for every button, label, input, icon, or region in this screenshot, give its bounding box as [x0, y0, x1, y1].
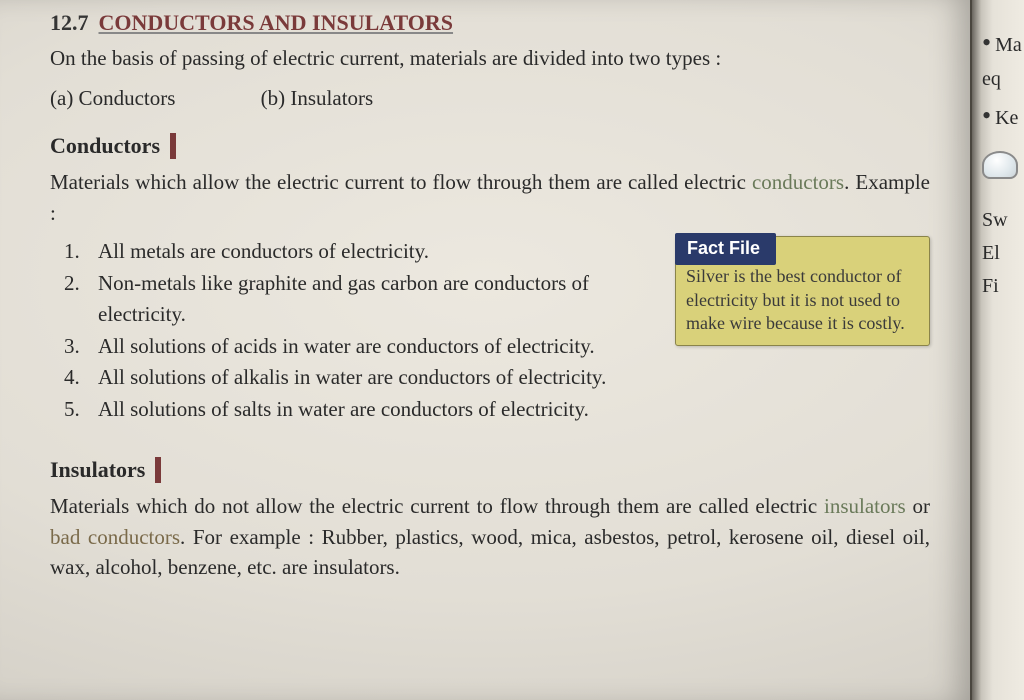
- margin-fragment: Ma: [982, 28, 1020, 58]
- list-item: 4. All solutions of alkalis in water are…: [64, 362, 930, 394]
- item-number: 1.: [64, 236, 88, 268]
- item-number: 3.: [64, 331, 88, 363]
- insulators-def-pre: Materials which do not allow the electri…: [50, 494, 824, 518]
- fact-file-text: Silver is the best conductor of electric…: [686, 265, 919, 335]
- term-conductors: conductors: [752, 170, 844, 194]
- textbook-page: 12.7 CONDUCTORS AND INSULATORS On the ba…: [0, 0, 970, 700]
- insulators-mid: or: [906, 494, 930, 518]
- conductors-definition: Materials which allow the electric curre…: [50, 167, 930, 228]
- conductors-block: Fact File Silver is the best conductor o…: [50, 236, 930, 425]
- conductors-heading-text: Conductors: [50, 133, 160, 159]
- conductors-heading: Conductors: [50, 133, 930, 159]
- conductors-def-pre: Materials which allow the electric curre…: [50, 170, 752, 194]
- option-list: (a) Conductors (b) Insulators: [50, 86, 930, 111]
- heading-bar-icon: [155, 457, 161, 483]
- item-text: All solutions of alkalis in water are co…: [98, 362, 930, 394]
- item-number: 5.: [64, 394, 88, 426]
- insulators-heading: Insulators: [50, 457, 930, 483]
- option-a: (a) Conductors: [50, 86, 175, 110]
- fact-file-box: Fact File Silver is the best conductor o…: [675, 236, 930, 346]
- insulators-definition: Materials which do not allow the electri…: [50, 491, 930, 582]
- term-insulators: insulators: [824, 494, 906, 518]
- option-b: (b) Insulators: [261, 86, 374, 110]
- intro-text: On the basis of passing of electric curr…: [50, 44, 930, 72]
- section-title: CONDUCTORS AND INSULATORS: [99, 10, 454, 35]
- item-number: 4.: [64, 362, 88, 394]
- item-text: All solutions of salts in water are cond…: [98, 394, 930, 426]
- insulators-def-post: . For example : Rubber, plastics, wood, …: [50, 525, 930, 579]
- insulators-heading-text: Insulators: [50, 457, 145, 483]
- section-header: 12.7 CONDUCTORS AND INSULATORS: [50, 10, 930, 36]
- heading-bar-icon: [170, 133, 176, 159]
- margin-fragment: Ke: [982, 101, 1020, 131]
- facing-page-edge: Ma eq Ke Sw El Fi: [970, 0, 1024, 700]
- list-item: 5. All solutions of salts in water are c…: [64, 394, 930, 426]
- item-number: 2.: [64, 268, 88, 331]
- margin-fragment: eq: [982, 68, 1020, 91]
- margin-fragment: Sw: [982, 209, 1020, 232]
- fact-file-tab: Fact File: [675, 233, 776, 264]
- section-number: 12.7: [50, 10, 89, 35]
- margin-fragment: El: [982, 242, 1020, 265]
- margin-fragment: Fi: [982, 275, 1020, 298]
- lens-icon: [982, 151, 1018, 179]
- term-bad-conductors: bad conductors: [50, 525, 180, 549]
